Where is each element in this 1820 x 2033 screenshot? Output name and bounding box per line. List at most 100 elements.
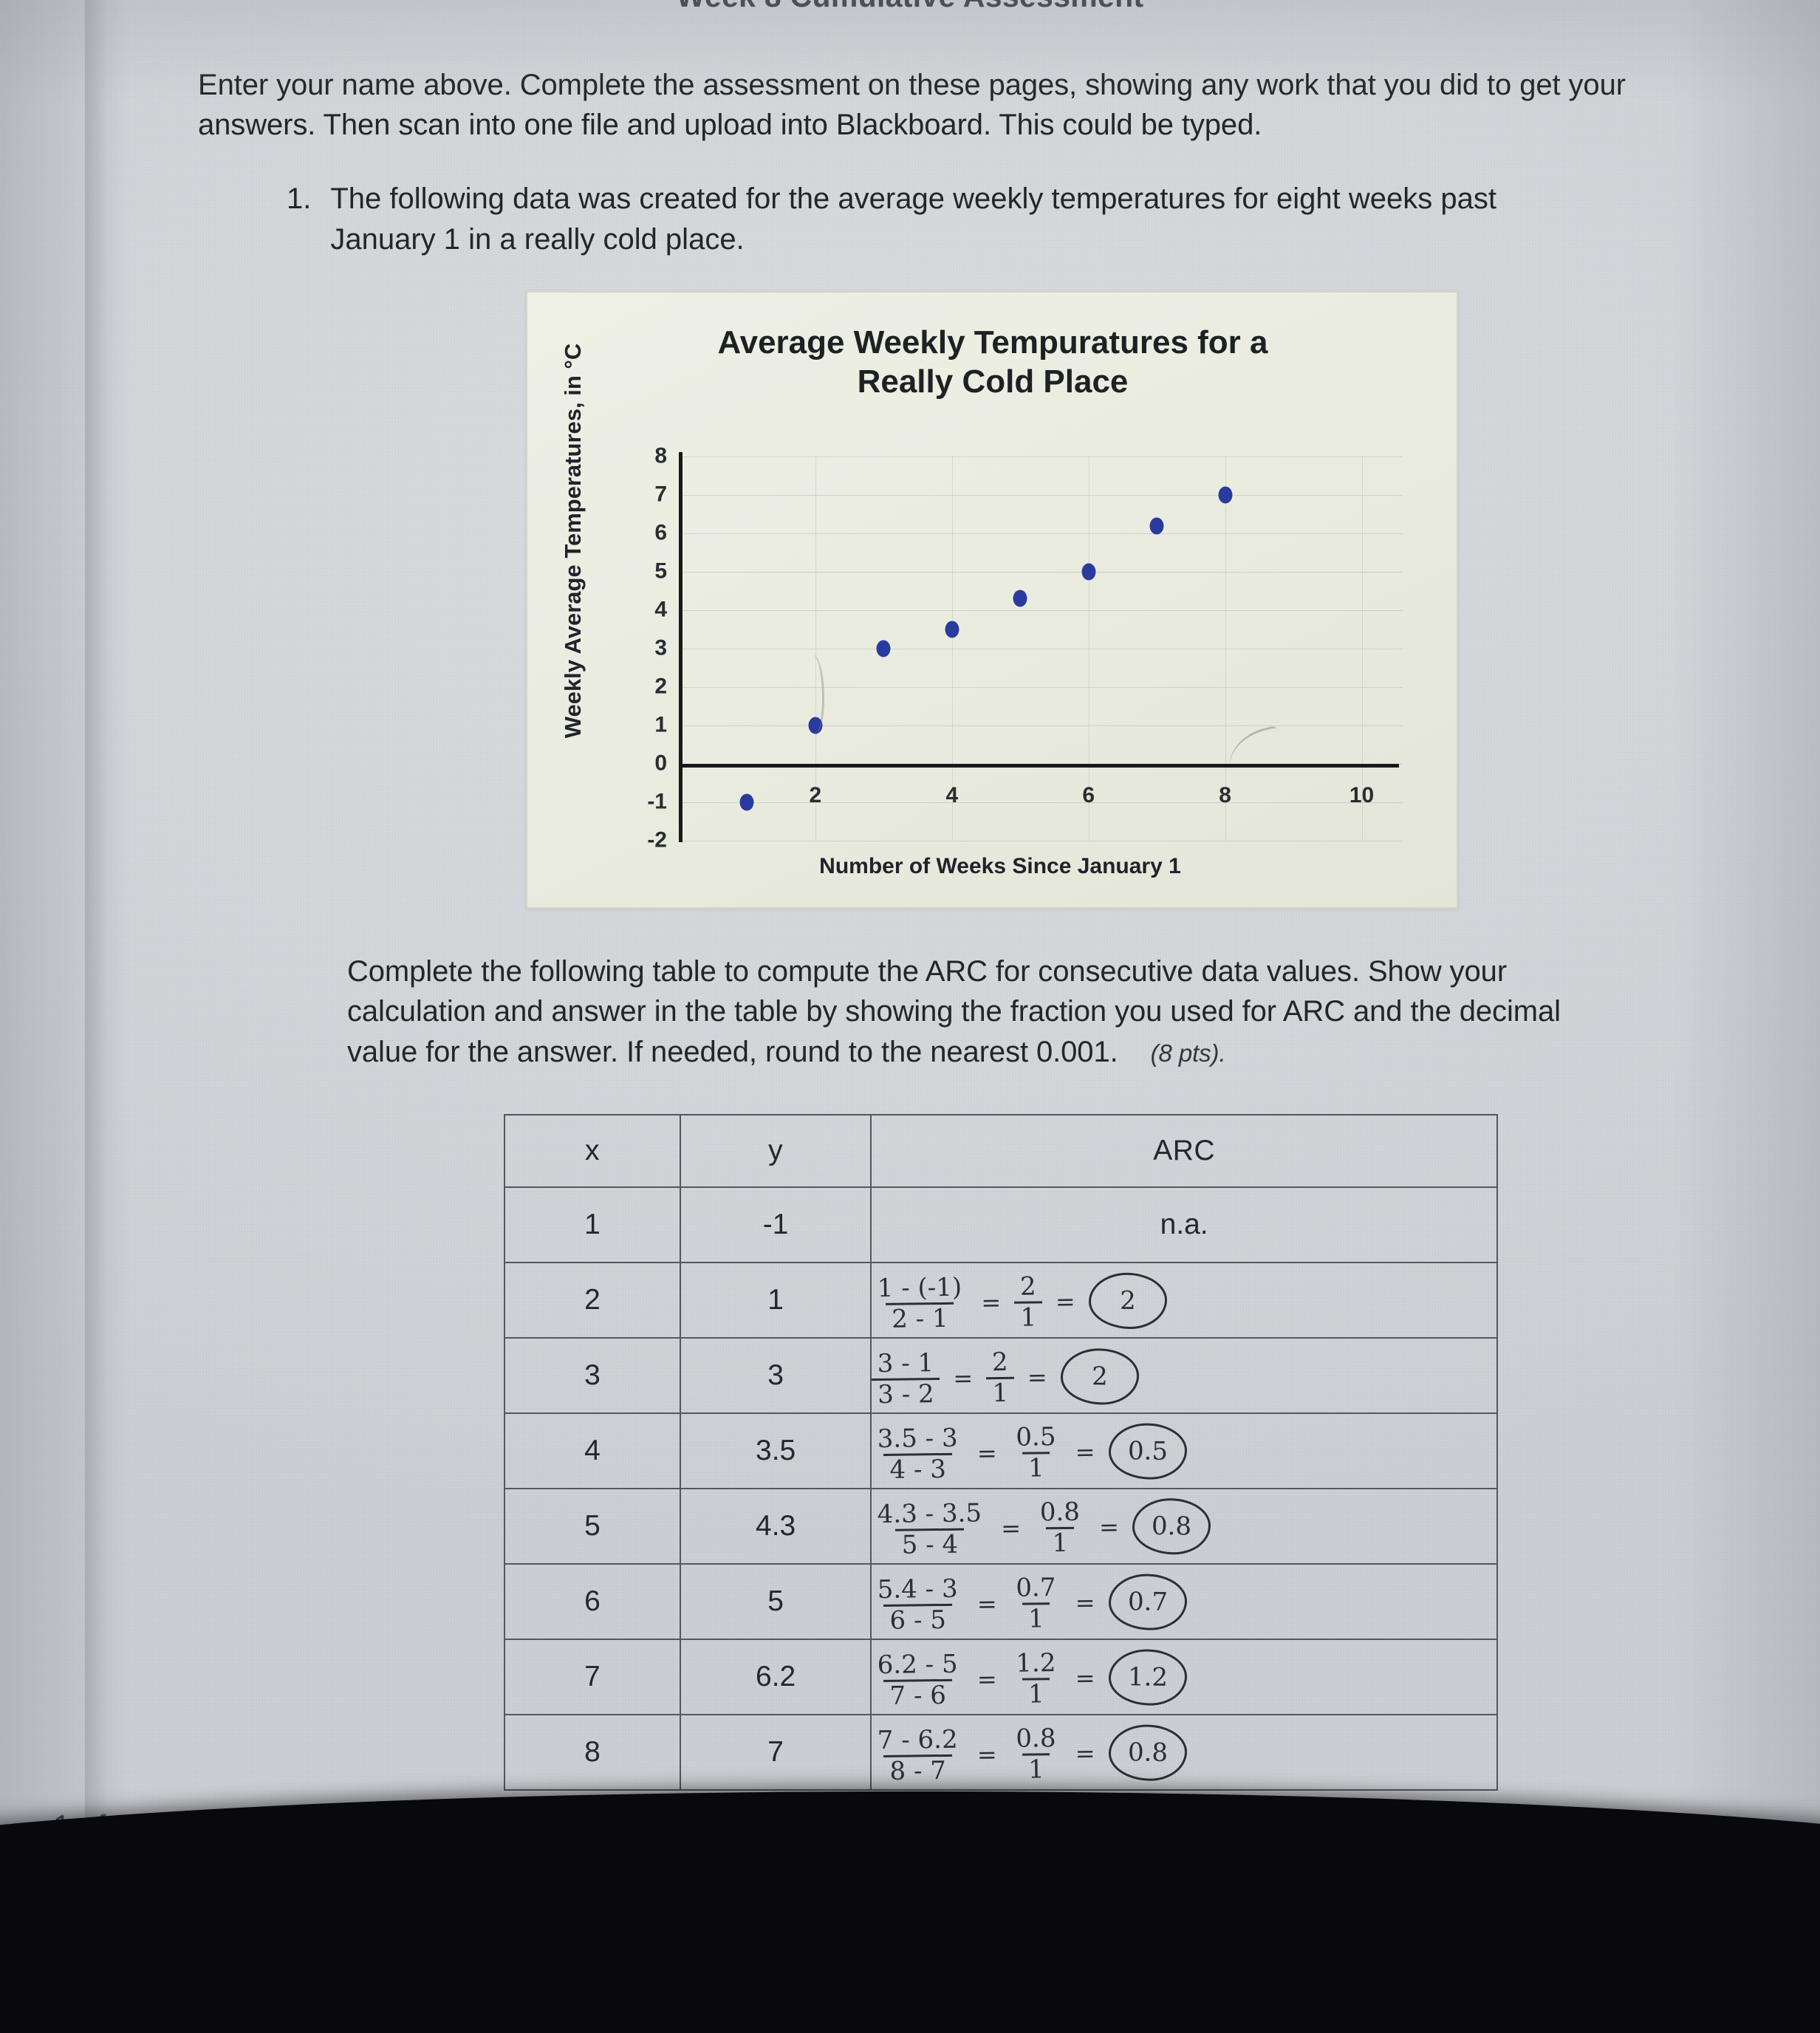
- scatter-chart-figure: Average Weekly Tempuratures for a Really…: [526, 291, 1458, 909]
- column-header-x: x: [503, 1114, 682, 1188]
- chart-y-tick-3: 3: [654, 635, 667, 660]
- equals-sign: =: [1001, 1514, 1022, 1543]
- chart-x-tick-2: 2: [809, 783, 822, 807]
- arc-simplified-7: 0.8 1: [1010, 1723, 1062, 1784]
- arc-simplified-5-numerator: 0.7: [1016, 1572, 1056, 1603]
- chart-x-tick-4: 4: [945, 783, 959, 807]
- chart-point-x5: [1013, 590, 1027, 607]
- handwritten-arc-work-4: 4.3 - 3.5 5 - 4 = 0.8 1 = 0.8: [872, 1494, 1497, 1559]
- cell-x-5: 6: [503, 1563, 682, 1640]
- arc-fraction-6-denominator: 7 - 6: [883, 1678, 953, 1710]
- equals-sign: =: [976, 1740, 998, 1769]
- arc-fraction-5-numerator: 5.4 - 3: [877, 1574, 959, 1605]
- running-header-clipped: Week 8 Cumulative Assessment: [0, 0, 1820, 14]
- chart-y-tick--1: -1: [647, 789, 667, 814]
- chart-gridline-vertical: [815, 457, 816, 841]
- chart-gridline-vertical: [1225, 457, 1226, 841]
- arc-fraction-6-numerator: 6.2 - 5: [877, 1649, 959, 1680]
- chart-gridline-horizontal: [679, 687, 1403, 688]
- instructions-paragraph: Complete the following table to compute …: [347, 951, 1618, 1072]
- arc-fraction-4-numerator: 4.3 - 3.5: [877, 1498, 982, 1529]
- handwritten-arc-work-1: 1 - (-1) 2 - 1 = 2 1 = 2: [872, 1268, 1497, 1333]
- chart-point-x7: [1149, 517, 1164, 535]
- chart-point-x1: [739, 793, 754, 811]
- question-1-number: 1.: [287, 182, 312, 215]
- equals-sign: =: [976, 1665, 998, 1694]
- arc-simplified-7-denominator: 1: [1022, 1752, 1051, 1784]
- arc-fraction-5-denominator: 6 - 5: [883, 1603, 953, 1635]
- chart-title-line-2: Really Cold Place: [857, 363, 1129, 400]
- chart-y-axis-label: Weekly Average Temperatures, in °C: [560, 343, 586, 739]
- chart-gridline-horizontal: [679, 572, 1403, 573]
- cell-x-7: 8: [503, 1714, 682, 1791]
- chart-gridline-vertical: [951, 457, 953, 841]
- cell-arc-4: 4.3 - 3.5 5 - 4 = 0.8 1 = 0.8: [870, 1488, 1498, 1565]
- cell-arc-0: n.a.: [870, 1186, 1498, 1263]
- arc-answer-circled-5: 0.7: [1108, 1573, 1188, 1631]
- arc-simplified-1-numerator: 2: [1019, 1271, 1037, 1302]
- cell-y-5: 5: [680, 1563, 872, 1640]
- intro-paragraph: Enter your name above. Complete the asse…: [198, 69, 1626, 142]
- arc-simplified-2-numerator: 2: [991, 1347, 1009, 1378]
- arc-answer-circled-7: 0.8: [1108, 1723, 1188, 1782]
- table-row: 1 -1 n.a.: [503, 1186, 1498, 1263]
- arc-simplified-3: 0.5 1: [1010, 1421, 1062, 1483]
- desk-surface-dark-band: [0, 1791, 1820, 1913]
- arc-fraction-4-denominator: 5 - 4: [895, 1528, 965, 1559]
- chart-x-tick-8: 8: [1219, 783, 1231, 807]
- instructions-text: Complete the following table to compute …: [347, 955, 1561, 1068]
- arc-table: x y ARC 1 -1 n.a. 2 1 1 - (-1) 2 - 1 = 2 1 = 2 3 3 3 -…: [503, 1114, 1498, 1791]
- chart-y-tick-6: 6: [654, 520, 667, 545]
- chart-y-tick-4: 4: [654, 597, 667, 622]
- arc-fraction-1-numerator: 1 - (-1): [877, 1272, 962, 1303]
- cell-x-2: 3: [503, 1337, 682, 1414]
- arc-fraction-7-numerator: 7 - 6.2: [877, 1724, 959, 1755]
- arc-simplified-6-numerator: 1.2: [1016, 1647, 1056, 1678]
- scanned-page: Week 8 Cumulative Assessment Enter your …: [0, 0, 1820, 1913]
- table-header-row: x y ARC: [503, 1114, 1498, 1188]
- arc-simplified-3-numerator: 0.5: [1016, 1421, 1056, 1452]
- stray-pencil-mark: [1222, 725, 1286, 779]
- arc-fraction-2-numerator: 3 - 1: [877, 1347, 934, 1378]
- arc-simplified-7-numerator: 0.8: [1016, 1723, 1056, 1754]
- cell-x-0: 1: [503, 1186, 682, 1263]
- equals-sign: =: [976, 1439, 998, 1468]
- arc-simplified-4-numerator: 0.8: [1039, 1497, 1081, 1528]
- chart-gridline-horizontal: [679, 533, 1403, 534]
- arc-simplified-6-denominator: 1: [1022, 1677, 1051, 1709]
- equals-sign: =: [1099, 1513, 1120, 1542]
- arc-fraction-1: 1 - (-1) 2 - 1: [872, 1272, 968, 1334]
- cell-y-0: -1: [680, 1186, 872, 1263]
- arc-answer-circled-2: 2: [1060, 1347, 1140, 1406]
- equals-sign: =: [1055, 1287, 1076, 1316]
- handwritten-arc-work-7: 7 - 6.2 8 - 7 = 0.8 1 = 0.8: [872, 1721, 1497, 1786]
- arc-fraction-3-denominator: 4 - 3: [883, 1452, 953, 1484]
- chart-x-axis-line: [679, 764, 1399, 768]
- arc-simplified-4-denominator: 1: [1046, 1526, 1075, 1558]
- arc-answer-circled-3: 0.5: [1108, 1422, 1188, 1480]
- arc-fraction-4: 4.3 - 3.5 5 - 4: [872, 1498, 988, 1559]
- arc-simplified-1-denominator: 1: [1014, 1300, 1043, 1332]
- chart-point-x4: [945, 621, 959, 638]
- equals-sign: =: [981, 1288, 1002, 1317]
- chart-x-tick-6: 6: [1082, 783, 1095, 807]
- equals-sign: =: [1075, 1438, 1095, 1466]
- arc-simplified-3-denominator: 1: [1022, 1451, 1051, 1483]
- arc-fraction-1-denominator: 2 - 1: [886, 1302, 955, 1333]
- equals-sign: =: [1075, 1739, 1095, 1768]
- equals-sign: =: [1027, 1363, 1048, 1392]
- arc-simplified-6: 1.2 1: [1010, 1647, 1062, 1709]
- chart-y-tick--2: -2: [647, 827, 667, 853]
